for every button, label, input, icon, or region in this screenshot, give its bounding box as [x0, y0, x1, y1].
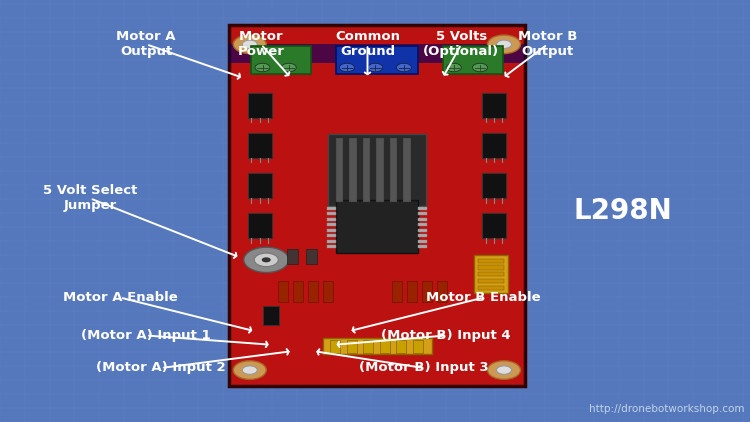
Text: http://dronebotworkshop.com: http://dronebotworkshop.com — [589, 404, 744, 414]
Bar — [262, 306, 279, 325]
Bar — [349, 138, 357, 202]
Text: (Motor B) Input 3: (Motor B) Input 3 — [359, 362, 488, 374]
Circle shape — [446, 63, 461, 72]
Bar — [390, 138, 397, 202]
Circle shape — [496, 40, 512, 49]
Bar — [248, 93, 272, 118]
Circle shape — [339, 63, 354, 72]
Bar — [287, 249, 298, 264]
Circle shape — [244, 247, 289, 273]
Bar — [436, 281, 447, 302]
Bar — [362, 138, 370, 202]
Bar — [326, 212, 335, 216]
Bar — [482, 93, 506, 118]
Bar — [248, 173, 272, 198]
Bar — [419, 234, 428, 238]
Bar — [419, 240, 428, 243]
Bar — [326, 218, 335, 221]
Bar — [422, 281, 432, 302]
Circle shape — [281, 63, 296, 72]
Bar — [363, 340, 373, 353]
Bar — [306, 249, 316, 264]
Bar — [478, 286, 504, 290]
Circle shape — [396, 63, 411, 72]
Text: Motor A Enable: Motor A Enable — [62, 291, 177, 304]
Bar — [229, 25, 525, 386]
Bar — [419, 245, 428, 249]
Bar — [335, 138, 343, 202]
Circle shape — [242, 40, 257, 49]
Circle shape — [233, 361, 266, 379]
Bar — [326, 245, 335, 249]
Bar — [478, 272, 504, 276]
Circle shape — [242, 366, 257, 374]
Bar — [396, 340, 406, 353]
Bar — [308, 281, 318, 302]
Bar — [346, 340, 357, 353]
Bar — [335, 46, 418, 74]
Bar — [478, 259, 504, 263]
Text: Motor
Power: Motor Power — [238, 30, 284, 58]
Text: Motor B Enable: Motor B Enable — [427, 291, 541, 304]
Bar — [419, 229, 428, 232]
Bar — [326, 234, 335, 238]
Bar — [392, 281, 402, 302]
Bar — [478, 265, 504, 270]
Text: 5 Volts
(Optional): 5 Volts (Optional) — [423, 30, 500, 58]
Text: Motor B
Output: Motor B Output — [518, 30, 578, 58]
Circle shape — [255, 63, 270, 72]
Bar — [419, 207, 428, 210]
Bar — [474, 255, 508, 293]
Bar — [328, 134, 425, 206]
Circle shape — [254, 253, 278, 267]
Bar — [482, 173, 506, 198]
Circle shape — [496, 366, 512, 374]
Bar — [380, 340, 390, 353]
Bar — [322, 281, 333, 302]
Text: (Motor B) Input 4: (Motor B) Input 4 — [382, 329, 511, 342]
Bar — [326, 240, 335, 243]
Circle shape — [233, 35, 266, 54]
Bar — [376, 138, 383, 202]
Circle shape — [472, 63, 488, 72]
Text: (Motor A) Input 2: (Motor A) Input 2 — [97, 362, 226, 374]
Bar — [482, 213, 506, 238]
Bar — [248, 213, 272, 238]
Bar — [413, 340, 423, 353]
Bar — [326, 229, 335, 232]
Bar — [419, 223, 428, 227]
Bar — [335, 200, 418, 253]
Bar — [278, 281, 288, 302]
Bar — [330, 340, 340, 353]
Bar — [419, 218, 428, 221]
Text: (Motor A) Input 1: (Motor A) Input 1 — [82, 329, 211, 342]
Bar — [229, 44, 525, 63]
Bar — [482, 133, 506, 158]
Circle shape — [368, 63, 382, 72]
Bar — [419, 212, 428, 216]
Bar — [292, 281, 303, 302]
Bar — [326, 207, 335, 210]
Bar — [442, 46, 503, 74]
Bar — [404, 138, 411, 202]
Circle shape — [488, 361, 520, 379]
Text: Motor A
Output: Motor A Output — [116, 30, 176, 58]
Bar — [248, 133, 272, 158]
Circle shape — [262, 257, 271, 262]
Text: L298N: L298N — [573, 197, 672, 225]
Text: Common
Ground: Common Ground — [335, 30, 400, 58]
Bar — [326, 223, 335, 227]
Bar — [406, 281, 417, 302]
Circle shape — [488, 35, 520, 54]
Bar — [251, 46, 311, 74]
Bar — [478, 279, 504, 283]
Bar — [322, 338, 431, 354]
Text: 5 Volt Select
Jumper: 5 Volt Select Jumper — [43, 184, 137, 212]
